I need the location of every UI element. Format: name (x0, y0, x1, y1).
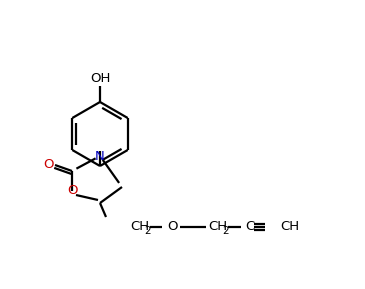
Text: CH: CH (208, 221, 227, 234)
Text: O: O (43, 158, 53, 171)
Text: O: O (167, 221, 177, 234)
Text: 2: 2 (222, 226, 228, 236)
Text: OH: OH (90, 73, 110, 86)
Text: C: C (245, 221, 254, 234)
Text: 2: 2 (144, 226, 151, 236)
Text: N: N (95, 149, 105, 162)
Text: O: O (67, 184, 77, 197)
Text: CH: CH (280, 221, 299, 234)
Text: CH: CH (130, 221, 149, 234)
